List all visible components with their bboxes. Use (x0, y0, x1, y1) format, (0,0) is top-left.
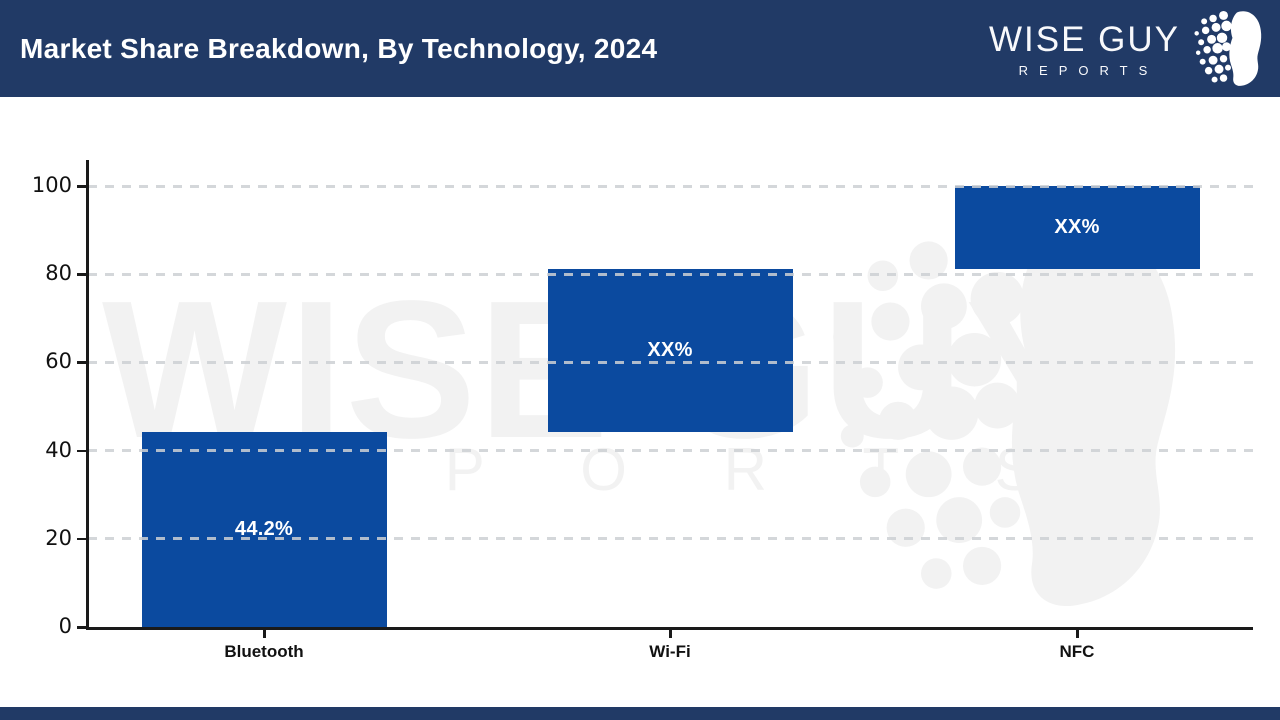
brand-head-icon (1194, 10, 1262, 86)
bar-value-label: XX% (647, 338, 693, 361)
gridline-20 (88, 537, 1253, 541)
chart-plot-area: WISE GUY R E P O R T S 44.2% XX% XX% 0 20 40 6… (0, 97, 1280, 707)
y-tick-40 (77, 449, 86, 453)
gridline-80 (88, 272, 1253, 276)
gridline-60 (88, 360, 1253, 364)
header-bar: Market Share Breakdown, By Technology, 2… (0, 0, 1280, 97)
bar-nfc: XX% (954, 186, 1200, 269)
y-tick-60 (77, 361, 86, 364)
gridline-40 (88, 449, 1253, 453)
footer-bar (0, 707, 1280, 720)
bar-bluetooth: 44.2% (141, 432, 387, 627)
page-title: Market Share Breakdown, By Technology, 2… (20, 32, 658, 64)
gridline-100 (88, 184, 1253, 188)
y-tick-label-0: 0 (58, 614, 72, 638)
x-axis-line (86, 627, 1253, 630)
bar-value-label: 44.2% (234, 518, 294, 541)
x-tick-bluetooth (263, 629, 266, 638)
x-tick-wi-fi (669, 629, 672, 638)
y-tick-0 (77, 626, 86, 629)
x-category-label-bluetooth: Bluetooth (224, 642, 304, 661)
y-tick-100 (77, 185, 86, 188)
bar-wi-fi: XX% (547, 268, 793, 433)
x-category-label-nfc: NFC (1059, 642, 1095, 661)
brand-logo-name: WISE GUY (988, 20, 1180, 59)
y-axis-line (86, 160, 89, 629)
y-tick-label-40: 40 (45, 437, 72, 462)
y-tick-label-20: 20 (45, 525, 72, 550)
bar-value-label: XX% (1054, 215, 1100, 238)
y-tick-80 (77, 273, 86, 276)
x-category-label-wi-fi: Wi-Fi (649, 642, 691, 661)
brand-logo: WISE GUY REPORTS (989, 20, 1180, 78)
y-tick-label-80: 80 (45, 261, 72, 286)
brand-logo-subtitle: REPORTS (1018, 63, 1159, 78)
y-tick-label-60: 60 (45, 349, 72, 374)
watermark-head-icon (833, 222, 1176, 607)
x-tick-nfc (1076, 629, 1079, 638)
y-tick-label-100: 100 (31, 173, 72, 197)
y-tick-20 (77, 537, 86, 541)
